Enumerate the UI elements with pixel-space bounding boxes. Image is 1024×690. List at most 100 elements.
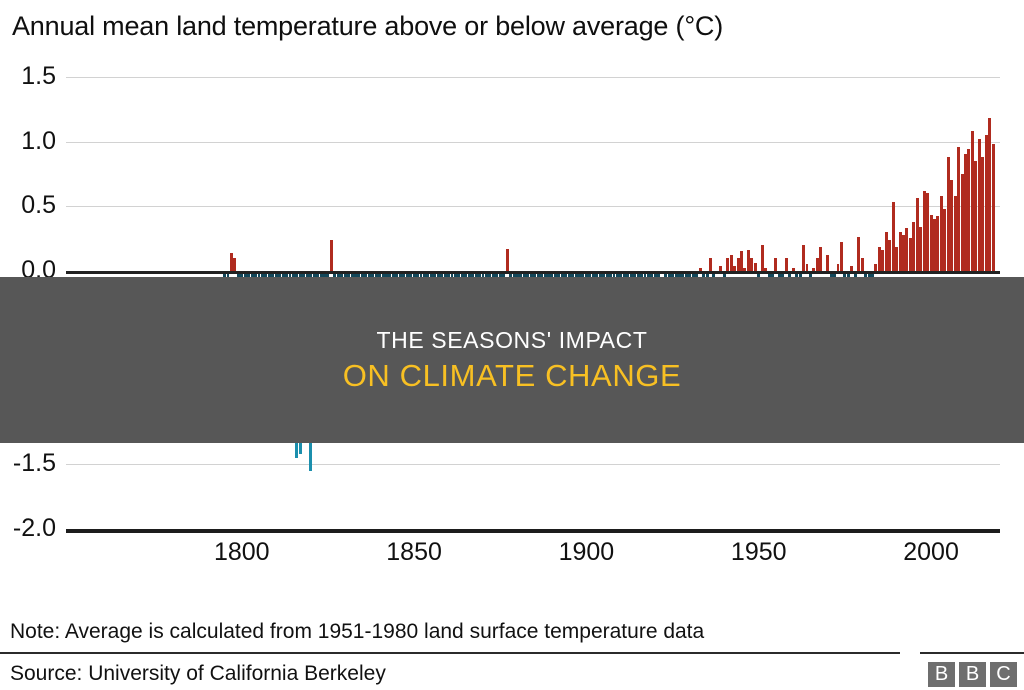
bar — [505, 248, 509, 271]
x-tick-label: 1950 — [730, 538, 787, 566]
bar-below-band — [298, 443, 302, 455]
overlay-band — [0, 277, 1024, 443]
bar — [815, 257, 819, 271]
bar — [929, 215, 933, 271]
y-tick-label: 0.5 — [21, 191, 56, 220]
bar — [839, 242, 843, 271]
bar — [939, 195, 943, 271]
bar — [919, 226, 923, 271]
bar — [908, 238, 912, 271]
bar — [788, 270, 792, 282]
bar — [736, 257, 740, 271]
bar — [750, 257, 754, 271]
bar — [915, 198, 919, 271]
bar — [953, 195, 957, 271]
bar — [240, 270, 244, 283]
bar — [802, 244, 806, 271]
bar — [926, 193, 930, 271]
bar — [229, 252, 233, 271]
bar — [726, 257, 730, 271]
y-tick-label: 1.0 — [21, 126, 56, 155]
bar — [805, 264, 809, 271]
bar — [743, 268, 747, 271]
x-tick-label: 1800 — [213, 538, 270, 566]
bar — [884, 231, 888, 271]
bar — [922, 190, 926, 271]
bar — [960, 173, 964, 271]
bbc-logo-letter: C — [990, 662, 1017, 687]
bar — [705, 270, 709, 278]
bar — [943, 208, 947, 271]
bar — [760, 244, 764, 271]
x-tick-label: 1900 — [558, 538, 615, 566]
bar — [781, 270, 785, 278]
bar — [764, 268, 768, 271]
bar — [964, 154, 967, 271]
bar — [874, 264, 878, 271]
bar — [967, 149, 971, 271]
bar — [860, 257, 864, 271]
bar — [984, 135, 988, 271]
footer-divider-right — [920, 652, 1024, 654]
bar — [857, 237, 861, 271]
bar — [946, 157, 950, 271]
bar — [957, 146, 961, 271]
bar — [891, 202, 895, 271]
footer-divider — [0, 652, 900, 654]
bar — [836, 264, 840, 271]
bar — [819, 247, 823, 271]
bar — [691, 270, 695, 278]
x-tick-label: 2000 — [903, 538, 959, 566]
y-tick-label: 1.5 — [21, 62, 56, 90]
bar — [753, 262, 757, 271]
bar-below-band — [309, 443, 313, 471]
bar — [898, 231, 902, 271]
bar — [888, 239, 892, 271]
bar — [905, 228, 909, 271]
bar — [902, 234, 905, 271]
x-tick-label: 1850 — [386, 538, 442, 566]
bar — [877, 247, 881, 271]
bar — [974, 160, 978, 271]
chart-source: Source: University of California Berkele… — [10, 662, 386, 685]
bar — [722, 270, 726, 282]
gridline — [66, 141, 1000, 143]
bar — [698, 268, 702, 271]
bar — [719, 265, 723, 271]
zero-line — [66, 270, 1000, 274]
bar-below-band — [295, 443, 299, 458]
bar — [912, 221, 916, 271]
bar — [933, 219, 936, 271]
bbc-logo-letter: B — [928, 662, 955, 687]
bar — [881, 250, 885, 271]
bar — [950, 180, 954, 271]
bar — [850, 265, 854, 271]
bar — [791, 268, 795, 271]
bar — [936, 216, 940, 271]
bar — [226, 270, 230, 279]
bar — [981, 157, 985, 271]
bar — [812, 268, 816, 271]
gridline — [66, 464, 1000, 466]
bar — [846, 270, 850, 278]
bar — [867, 270, 871, 282]
bar — [733, 265, 737, 271]
bar — [740, 251, 743, 271]
chart-note: Note: Average is calculated from 1951-19… — [10, 620, 705, 643]
bar — [977, 138, 981, 271]
bar — [774, 257, 778, 271]
y-tick-label: -2.0 — [12, 514, 56, 542]
bar — [988, 118, 992, 271]
page-title: Annual mean land temperature above or be… — [12, 11, 724, 41]
bar — [329, 239, 333, 271]
bar — [729, 255, 733, 271]
bar — [709, 257, 712, 271]
bar — [746, 250, 750, 271]
bar — [970, 131, 974, 271]
bar — [991, 144, 995, 271]
gridline — [66, 206, 1000, 208]
x-axis-line — [66, 529, 1000, 533]
bar — [233, 257, 237, 271]
y-tick-label: -1.5 — [12, 449, 56, 478]
